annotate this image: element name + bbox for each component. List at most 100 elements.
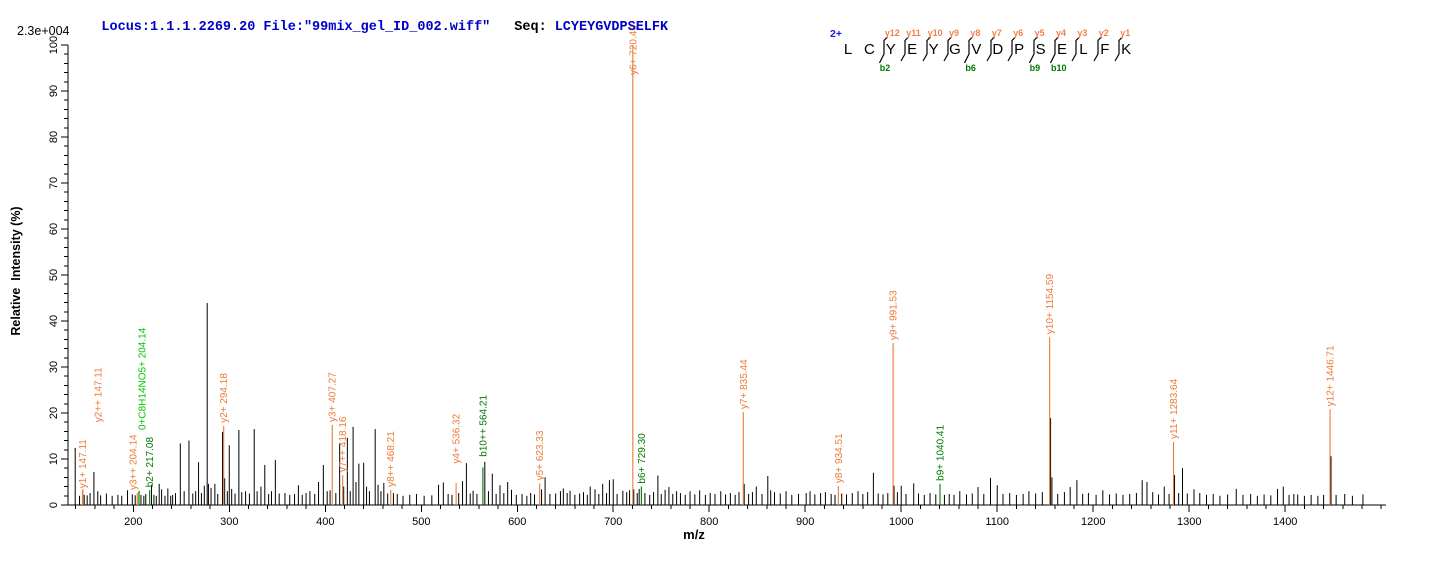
cleavage-mark-icon	[878, 36, 888, 64]
y-ion-label: y3	[1077, 28, 1088, 38]
b-ion-label: b6	[965, 63, 976, 73]
x-tick-label: 1100	[985, 516, 1009, 528]
cleavage-mark-icon	[964, 36, 974, 64]
x-tick-label: 300	[220, 516, 238, 528]
peak-label: y10+ 1154.59	[1045, 274, 1056, 335]
residue-letter: V	[971, 41, 982, 58]
residue-letter: E	[907, 41, 918, 58]
y-ion-label: y7	[991, 28, 1002, 38]
b-ion-label: b10	[1051, 63, 1067, 73]
fragmentation-divider	[1114, 36, 1124, 71]
x-tick-label: 400	[316, 516, 334, 528]
y-tick-label: 70	[48, 177, 60, 189]
y-tick-label: 90	[48, 85, 60, 97]
y-tick-label: 10	[48, 453, 60, 465]
y-axis-title: Relative Intensity (%)	[9, 206, 23, 336]
cleavage-mark-icon	[1071, 36, 1081, 62]
peak-label: y12+ 1446.71	[1326, 345, 1337, 406]
cleavage-mark-icon	[986, 36, 995, 62]
cleavage-mark-icon	[900, 36, 910, 62]
fragmentation-divider	[943, 36, 953, 71]
fragmentation-divider	[1028, 36, 1039, 71]
y-tick-label: 20	[48, 407, 60, 419]
locus-file-label: Locus:1.1.1.2269.20 File:"99mix_gel_ID_0…	[101, 20, 491, 35]
y-tick-label: 100	[48, 36, 60, 54]
y-ion-label: y8	[970, 28, 981, 38]
residue-letter: P	[1014, 41, 1025, 58]
peak-label: 0+C8H14NO5+ 204.14	[138, 327, 149, 430]
residue-letter: F	[1100, 41, 1110, 58]
residue-letter: L	[843, 41, 853, 58]
x-tick-label: 900	[796, 516, 814, 528]
cleavage-mark-icon	[1028, 36, 1038, 64]
peak-label: y8++ 468.21	[386, 431, 397, 487]
fragmentation-divider	[900, 36, 910, 71]
seq-label: Seq:	[514, 20, 547, 35]
peak-label: y9+ 991.53	[889, 290, 900, 340]
peak-label: y11+ 1283.64	[1169, 378, 1180, 439]
b-ion-label: b2	[879, 63, 891, 73]
cleavage-mark-icon	[943, 36, 952, 62]
x-tick-label: 700	[604, 516, 622, 528]
x-tick-label: 1400	[1273, 516, 1297, 528]
peak-label: y1+ 147.11	[78, 439, 89, 488]
fragmentation-divider	[1007, 36, 1017, 71]
fragmentation-divider	[1049, 36, 1060, 71]
x-tick-label: 600	[508, 516, 526, 528]
fragmentation-divider	[964, 36, 974, 71]
y-ion-label: y1	[1120, 28, 1131, 38]
x-axis-title: m/z	[683, 527, 705, 542]
residue-letter: D	[992, 41, 1004, 58]
y-tick-label: 50	[48, 269, 60, 281]
residue-letter: S	[1035, 41, 1046, 58]
residue-letter: K	[1121, 41, 1132, 58]
peak-label: y3+ 407.27	[328, 372, 339, 422]
peak-label: y3++ 204.14	[129, 434, 140, 490]
y-ion-label: y6	[1013, 28, 1024, 38]
header-bar: Locus:1.1.1.2269.20 File:"99mix_gel_ID_0…	[69, 5, 668, 50]
y-ion-label: y2	[1098, 28, 1109, 38]
y-tick-label: 60	[48, 223, 60, 235]
residue-letter: L	[1079, 41, 1088, 58]
sequence-value: LCYEYGVDPSELFK	[554, 20, 669, 35]
residue-letter: E	[1056, 41, 1067, 58]
residue-letter: Y	[885, 41, 896, 58]
x-tick-label: 1300	[1177, 516, 1201, 528]
fragmentation-divider	[1093, 36, 1103, 71]
x-tick-label: 800	[700, 516, 718, 528]
residue-letter: Y	[928, 41, 939, 58]
y-ion-label: y12	[884, 28, 900, 38]
y-ion-label: y4	[1056, 28, 1067, 38]
y-ion-label: y9	[949, 28, 960, 38]
peak-label: y2+ 294.18	[219, 373, 230, 423]
base-peak-intensity: 2.3e+004	[17, 24, 70, 38]
peak-label: b9+ 1040.41	[936, 425, 947, 481]
cleavage-mark-icon	[1049, 36, 1059, 64]
fragmentation-divider	[878, 36, 889, 71]
peak-label: y5+ 623.33	[535, 430, 546, 480]
y-tick-label: 30	[48, 361, 60, 373]
y-tick-label: 0	[48, 502, 60, 508]
cleavage-mark-icon	[1114, 36, 1124, 62]
x-tick-label: 1200	[1081, 516, 1105, 528]
y-ion-label: y10	[927, 28, 943, 38]
peak-label: b2+ 217.08	[145, 437, 156, 488]
peak-label: b6+ 729.30	[637, 433, 648, 484]
fragmentation-divider	[986, 36, 996, 71]
residue-letter: C	[863, 41, 875, 58]
peak-label: b10++ 564.21	[478, 395, 489, 457]
peak-label: y2++ 147.11	[93, 367, 104, 422]
peak-label: y4+ 536.32	[452, 413, 463, 463]
b-ion-label: b9	[1029, 63, 1041, 73]
cleavage-mark-icon	[1007, 36, 1017, 62]
x-tick-label: 1000	[889, 516, 913, 528]
precursor-charge-label: 2+	[830, 28, 842, 40]
peak-label: y7+ 835.44	[739, 359, 750, 409]
peak-label: y7++ 418.16	[338, 416, 349, 472]
x-tick-label: 200	[124, 516, 142, 528]
fragmentation-divider	[922, 36, 932, 71]
residue-letter: G	[949, 41, 961, 58]
